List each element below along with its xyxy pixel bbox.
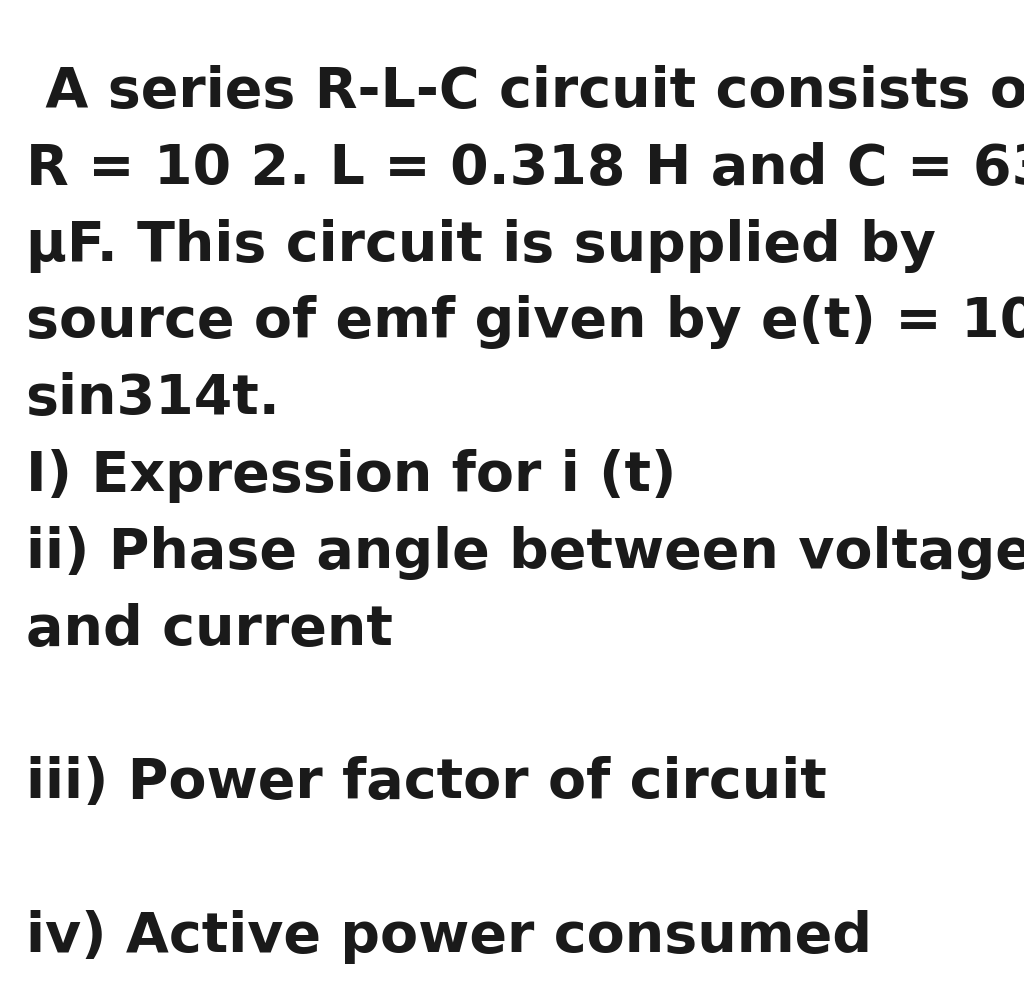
Text: μF. This circuit is supplied by: μF. This circuit is supplied by <box>26 219 936 272</box>
Text: and current: and current <box>26 603 392 657</box>
Text: sin314t.: sin314t. <box>26 372 281 426</box>
Text: R = 10 2. L = 0.318 H and C = 63.6: R = 10 2. L = 0.318 H and C = 63.6 <box>26 142 1024 196</box>
Text: ii) Phase angle between voltage: ii) Phase angle between voltage <box>26 526 1024 580</box>
Text: A series R-L-C circuit consists of: A series R-L-C circuit consists of <box>26 65 1024 119</box>
Text: I) Expression for i (t): I) Expression for i (t) <box>26 449 676 503</box>
Text: iii) Power factor of circuit: iii) Power factor of circuit <box>26 756 826 810</box>
Text: iv) Active power consumed: iv) Active power consumed <box>26 910 871 964</box>
Text: source of emf given by e(t) = 100: source of emf given by e(t) = 100 <box>26 295 1024 349</box>
